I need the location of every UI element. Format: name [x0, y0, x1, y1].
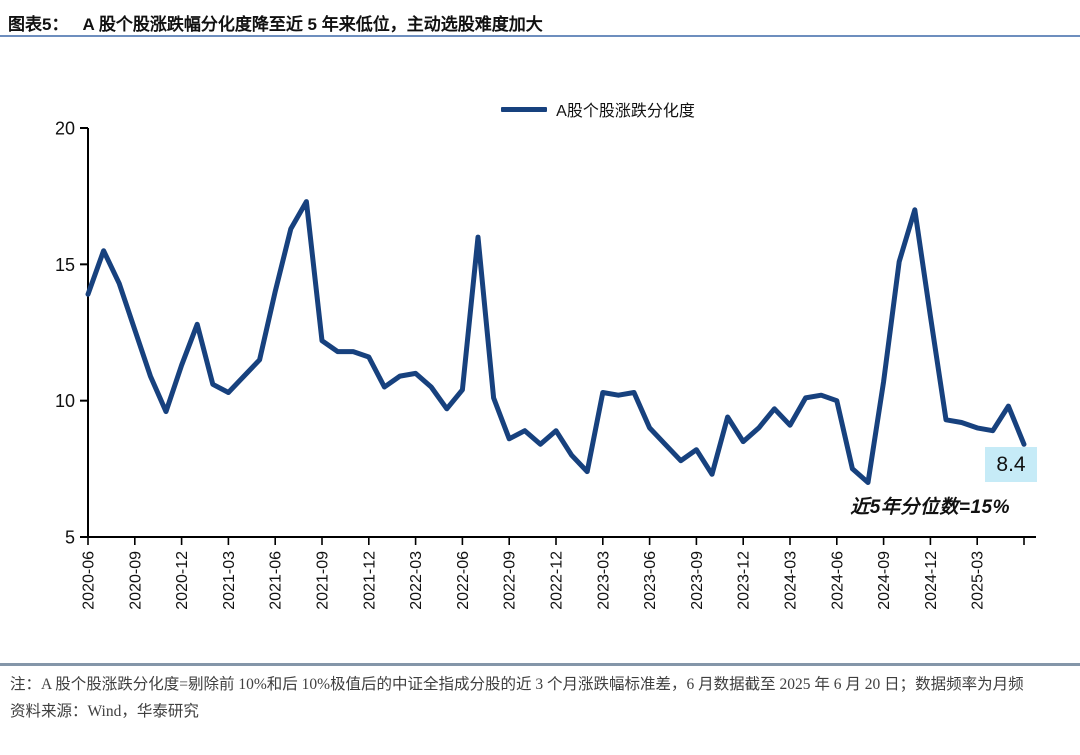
- y-tick-label: 15: [55, 255, 75, 275]
- legend: A股个股涨跌分化度: [58, 97, 1080, 121]
- x-tick-label: 2024-12: [923, 551, 940, 610]
- x-tick-label: 2022-06: [455, 551, 472, 610]
- y-tick-label: 5: [65, 528, 75, 548]
- x-tick-label: 2023-09: [689, 551, 706, 610]
- y-tick-label: 10: [55, 391, 75, 411]
- x-tick-label: 2020-06: [81, 551, 98, 610]
- x-tick-label: 2023-03: [595, 551, 612, 610]
- percentile-annotation: 近5年分位数=15%: [850, 497, 1010, 518]
- legend-label: A股个股涨跌分化度: [556, 103, 695, 120]
- note-text: 注：A 股个股涨跌分化度=剔除前 10%和后 10%极值后的中证全指成分股的近 …: [10, 676, 1024, 693]
- x-tick-label: 2024-09: [876, 551, 893, 610]
- x-tick-label: 2024-06: [829, 551, 846, 610]
- x-axis-ticks: 2020-06 2020-09 2020-12 2021-03 2021-06 2021-…: [81, 537, 1025, 610]
- x-tick-label: 2025-03: [970, 551, 987, 610]
- last-value-badge: 8.4: [985, 447, 1037, 482]
- figure-title-text: A 股个股涨跌幅分化度降至近 5 年来低位，主动选股难度加大: [82, 15, 543, 34]
- figure-number: 图表5：: [8, 15, 69, 34]
- x-tick-label: 2024-03: [783, 551, 800, 610]
- axes: [87, 128, 1036, 538]
- x-tick-label: 2021-09: [315, 551, 332, 610]
- y-tick-label: 20: [55, 119, 75, 139]
- notes-block: 注：A 股个股涨跌分化度=剔除前 10%和后 10%极值后的中证全指成分股的近 …: [10, 671, 1068, 725]
- x-tick-label: 2022-09: [502, 551, 519, 610]
- x-tick-label: 2021-03: [221, 551, 238, 610]
- title-divider: [0, 35, 1080, 37]
- x-tick-label: 2023-06: [642, 551, 659, 610]
- x-tick-label: 2021-06: [268, 551, 285, 610]
- x-tick-label: 2023-12: [736, 551, 753, 610]
- legend-line-marker: [501, 106, 548, 112]
- notes-divider: [0, 663, 1080, 666]
- x-tick-label: 2020-09: [127, 551, 144, 610]
- x-tick-label: 2022-03: [408, 551, 425, 610]
- x-tick-label: 2022-12: [549, 551, 566, 610]
- x-tick-label: 2021-12: [361, 551, 378, 610]
- x-tick-label: 2020-12: [174, 551, 191, 610]
- series-line: [85, 199, 1027, 485]
- chart-svg: 5 10 15 20 2020-06 2020-09 2020-12 2021-03 2021-…: [55, 119, 1036, 610]
- source-text: 资料来源：Wind，华泰研究: [10, 703, 199, 720]
- y-axis-ticks: 5 10 15 20: [55, 119, 88, 548]
- chart-title: 图表5： A 股个股涨跌幅分化度降至近 5 年来低位，主动选股难度加大: [8, 10, 543, 35]
